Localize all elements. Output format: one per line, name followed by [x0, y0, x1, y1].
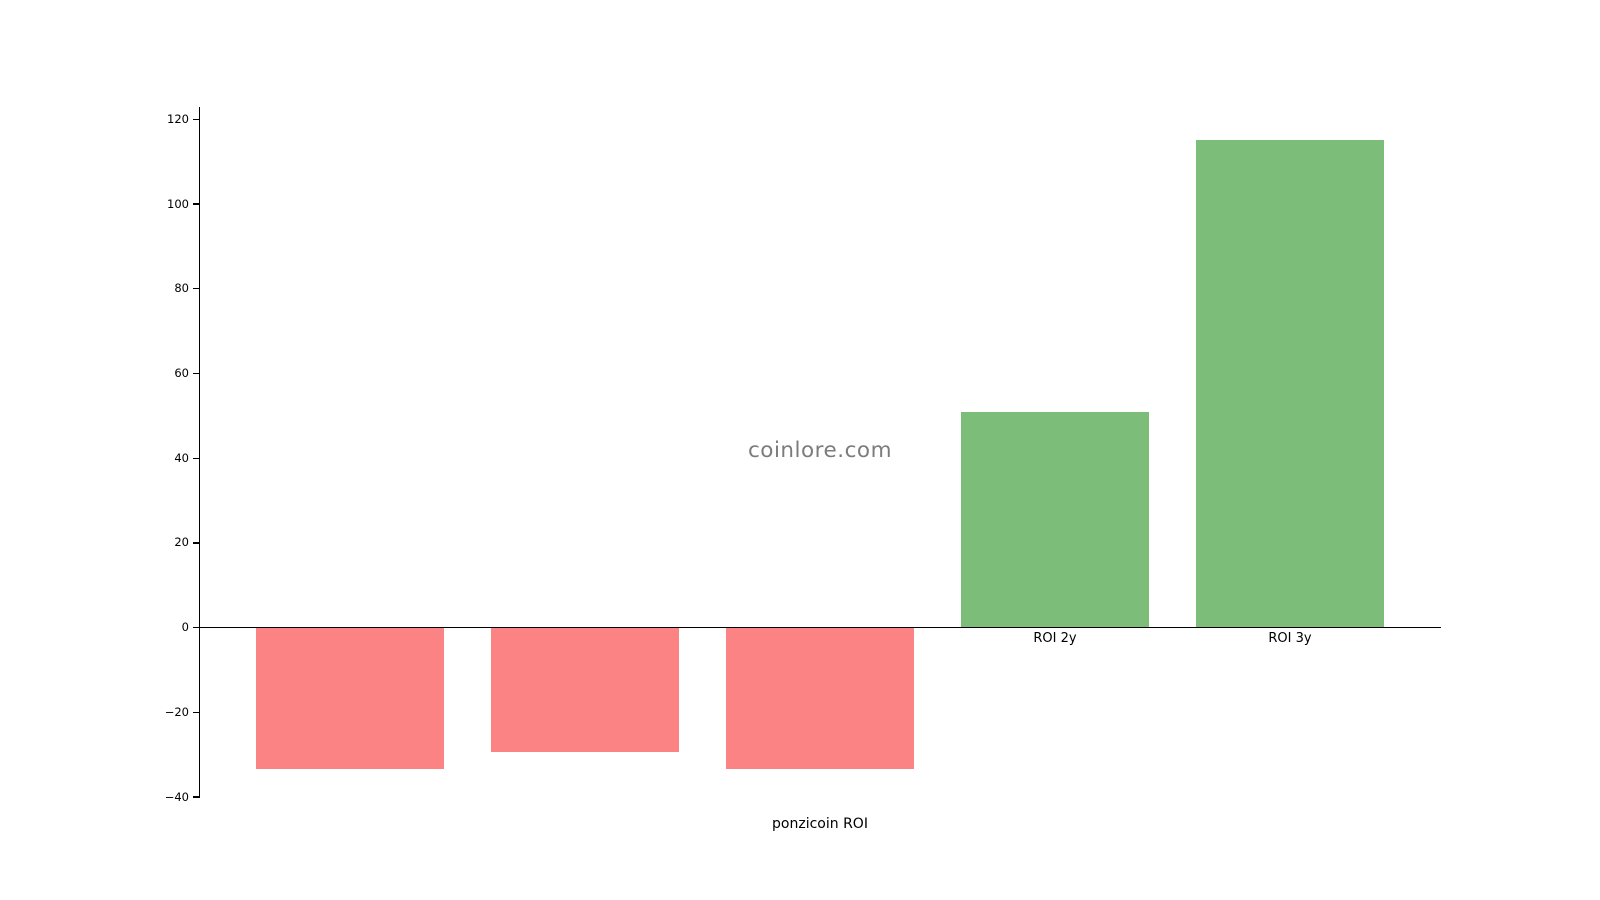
watermark: coinlore.com [747, 438, 893, 463]
y-tick-label: −40 [164, 789, 189, 804]
y-tick-label: 40 [174, 450, 189, 465]
y-axis-spine [198, 107, 200, 798]
bar [1196, 140, 1384, 628]
y-tick-mark [193, 626, 200, 629]
x-axis-title: ponzicoin ROI [772, 816, 868, 832]
y-tick-label: 20 [174, 535, 189, 550]
bar [491, 627, 679, 752]
y-tick-mark [193, 542, 200, 544]
y-tick-label: 60 [174, 365, 189, 380]
x-tick-label: ROI 2y [1033, 630, 1077, 646]
y-tick-label: −20 [164, 704, 189, 719]
bar [256, 627, 444, 769]
y-tick-mark [193, 796, 200, 798]
y-tick-mark [193, 118, 200, 120]
bar [961, 411, 1149, 628]
y-tick-mark [193, 372, 200, 375]
y-tick-mark [193, 288, 200, 290]
y-tick-label: 120 [167, 111, 189, 126]
x-tick-label: ROI 3y [1268, 630, 1312, 646]
y-tick-label: 80 [174, 281, 189, 296]
y-tick-label: 100 [167, 196, 189, 211]
y-tick-mark [193, 457, 200, 459]
bar [726, 627, 914, 769]
y-tick-label: 0 [181, 620, 189, 635]
y-tick-mark [193, 203, 200, 205]
x-axis-zero-line [200, 626, 1441, 629]
y-tick-mark [193, 711, 200, 713]
